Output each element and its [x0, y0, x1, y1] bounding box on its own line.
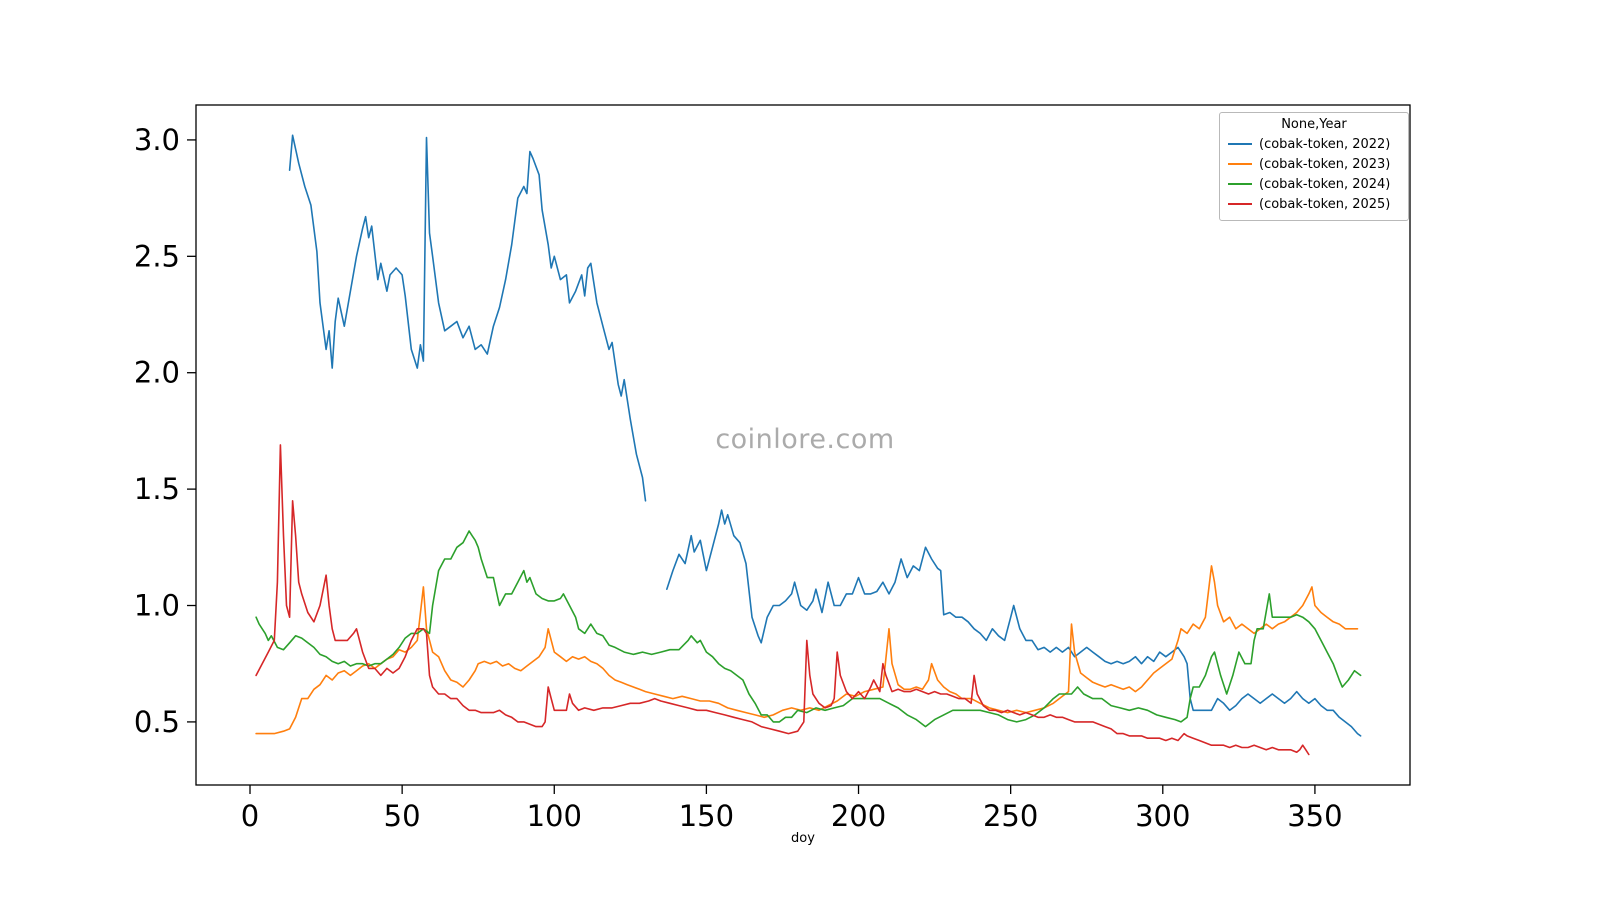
legend-entry-label: (cobak-token, 2022) [1259, 136, 1391, 152]
y-tick-label: 2.5 [134, 239, 180, 273]
x-tick-label: 200 [831, 799, 886, 833]
y-tick-label: 0.5 [134, 705, 180, 739]
legend-entry-label: (cobak-token, 2023) [1259, 156, 1391, 172]
legend-entry-label: (cobak-token, 2024) [1259, 176, 1391, 192]
series-line-2024 [255, 530, 1362, 728]
legend-entry: (cobak-token, 2022) [1228, 134, 1400, 154]
x-tick-label: 150 [679, 799, 734, 833]
watermark-text: coinlore.com [715, 424, 895, 455]
legend: None,Year (cobak-token, 2022) (cobak-toke… [1219, 112, 1409, 221]
x-tick-label: 250 [983, 799, 1038, 833]
x-tick-label: 300 [1135, 799, 1190, 833]
legend-entry-label: (cobak-token, 2025) [1259, 196, 1391, 212]
legend-line-swatch [1228, 163, 1252, 165]
legend-entry: (cobak-token, 2023) [1228, 154, 1400, 174]
series-line-2022 [288, 134, 647, 502]
legend-entry: (cobak-token, 2024) [1228, 174, 1400, 194]
x-axis-label: doy [791, 831, 815, 846]
legend-line-swatch [1228, 143, 1252, 145]
y-tick-label: 1.5 [134, 472, 180, 506]
y-tick-label: 1.0 [134, 589, 180, 623]
plot-frame [195, 104, 1411, 786]
series-line-2023 [255, 565, 1359, 735]
legend-entry: (cobak-token, 2025) [1228, 194, 1400, 214]
x-tick-label: 0 [241, 799, 259, 833]
x-tick-label: 350 [1287, 799, 1342, 833]
legend-entries: (cobak-token, 2022) (cobak-token, 2023) (c… [1228, 134, 1400, 214]
legend-line-swatch [1228, 203, 1252, 205]
x-tick-label: 100 [527, 799, 582, 833]
series-line-2025 [255, 444, 1310, 756]
y-tick-label: 2.0 [134, 356, 180, 390]
series-line-2022 [666, 509, 1362, 737]
y-tick-label: 3.0 [134, 123, 180, 157]
legend-title: None,Year [1281, 117, 1347, 132]
legend-line-swatch [1228, 183, 1252, 185]
x-tick-label: 50 [384, 799, 421, 833]
